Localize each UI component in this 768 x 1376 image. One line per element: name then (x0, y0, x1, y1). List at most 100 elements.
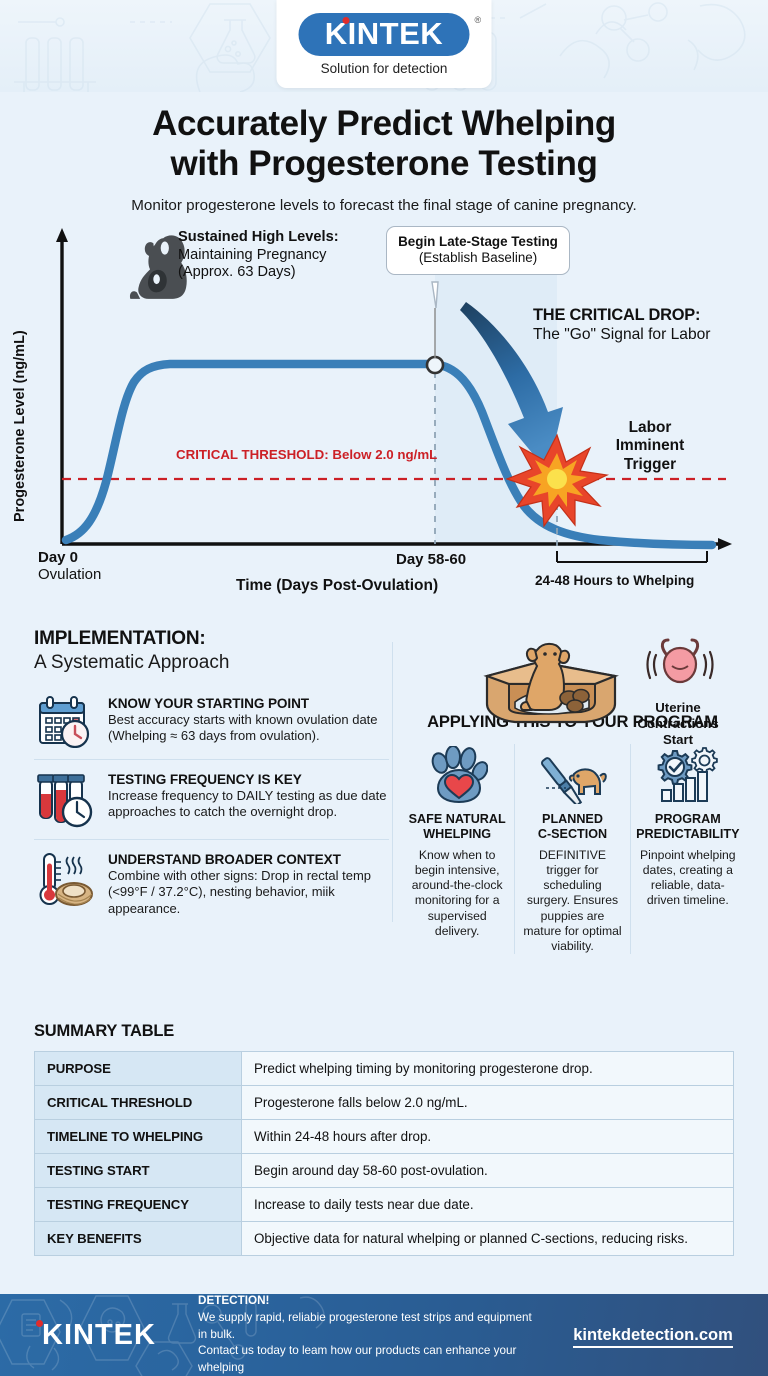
summary-table-block: SUMMARY TABLE PURPOSE Predict whelping t… (34, 1022, 734, 1256)
table-cell-key: TESTING FREQUENCY (34, 1187, 242, 1222)
header-band: KINTEK ® Solution for detection (0, 0, 768, 92)
apply-column-safe-natural-whelping: SAFE NATURAL WHELPING Know when to begin … (400, 744, 514, 954)
table-row: TESTING FREQUENCY Increase to daily test… (34, 1187, 734, 1222)
apply-column-body: Know when to begin intensive, around-the… (411, 848, 503, 938)
scalpel-puppy-icon (520, 744, 624, 806)
title-block: Accurately Predict Whelping with Progest… (0, 92, 768, 214)
column-divider (392, 641, 393, 922)
footer-copy-line3: Contact us today to leam how our product… (198, 1344, 517, 1375)
table-row: TIMELINE TO WHELPING Within 24-48 hours … (34, 1119, 734, 1154)
footer-url-link[interactable]: kintekdetection.com (538, 1325, 768, 1348)
table-cell-value: Increase to daily tests near due date. (241, 1187, 734, 1222)
apply-column-title: PLANNED C-SECTION (537, 811, 608, 841)
implementation-item-desc: Combine with other signs: Drop in rectal… (108, 867, 372, 917)
apply-column-program-predictability: PROGRAM PREDICTABILITY Pinpoint whelping … (629, 743, 745, 954)
mid-section: IMPLEMENTATION: A Systematic Approach (0, 602, 768, 987)
footer-logo: KINTEK (0, 1319, 198, 1352)
annotation-labor-trigger: Labor Imminent Trigger (615, 418, 685, 473)
implementation-item: TESTING FREQUENCY IS KEY Increase freque… (34, 760, 389, 840)
footer-copy-line2: We supply rapid, reliabie progesterone t… (198, 1310, 532, 1341)
implementation-item-desc: Increase frequency to DAILY testing as d… (108, 787, 387, 820)
progesterone-chart: Progesterone Level (ng/mL) Sustained Hig… (0, 222, 768, 602)
paw-heart-icon (405, 744, 509, 806)
summary-table-heading: SUMMARY TABLE (34, 1022, 175, 1040)
chart-x-axis-label: Time (Days Post-Ovulation) (236, 576, 439, 594)
table-row: TESTING START Begin around day 58-60 pos… (34, 1153, 734, 1188)
table-cell-key: PURPOSE (34, 1051, 242, 1086)
brand-logo-pill: KINTEK ® (298, 12, 481, 56)
footer-url-text[interactable]: kintekdetection.com (573, 1325, 733, 1348)
footer-copy: Ensure the safety of your breeding progr… (198, 1294, 538, 1376)
table-cell-key: KEY BENEFITS (34, 1221, 242, 1256)
summary-table: PURPOSE Predict whelping timing by monit… (34, 1051, 734, 1256)
table-cell-value: Within 24-48 hours after drop. (241, 1119, 734, 1154)
table-cell-key: TESTING START (34, 1153, 242, 1188)
sustained-line3: (Approx. 63 Days) (178, 264, 296, 281)
apply-column-title: PROGRAM PREDICTABILITY (636, 811, 740, 841)
calendar-clock-icon (34, 695, 96, 748)
table-cell-key: TIMELINE TO WHELPING (34, 1119, 242, 1154)
table-cell-value: Progesterone falls below 2.0 ng/mL. (241, 1085, 734, 1120)
uterus-contraction-icon (646, 638, 714, 684)
bracket-hours-to-whelping: 24-48 Hours to Whelping (535, 572, 695, 588)
implementation-item-text: TESTING FREQUENCY IS KEY Increase freque… (108, 772, 389, 828)
implementation-item-desc: Best accuracy starts with known ovulatio… (108, 711, 378, 744)
day0-label: Day 0 (38, 548, 79, 566)
page-subtitle: Monitor progesterone levels to forecast … (131, 196, 637, 214)
x-tick-day0: Day 0 Ovulation (38, 549, 101, 584)
apply-columns: SAFE NATURAL WHELPING Know when to begin … (400, 743, 745, 954)
critical-drop-title: THE CRITICAL DROP: (533, 305, 701, 324)
critical-drop-subtitle: The "Go" Signal for Labor (533, 326, 711, 344)
implementation-item: UNDERSTAND BROADER CONTEXT Combine with … (34, 840, 389, 929)
implementation-item-title: TESTING FREQUENCY IS KEY (108, 771, 302, 787)
brand-tagline: Solution for detection (320, 60, 448, 76)
callout-title: Begin Late-Stage Testing (398, 233, 558, 249)
implementation-item-text: UNDERSTAND BROADER CONTEXT Combine with … (108, 852, 389, 918)
chart-svg (56, 227, 732, 563)
footer-logo-red-dot (36, 1319, 43, 1327)
footer-watermark-pattern (0, 1295, 325, 1376)
apply-column-title: SAFE NATURAL WHELPING (408, 811, 506, 841)
page-title: Accurately Predict Whelping with Progest… (30, 104, 738, 184)
dog-silhouette-icon (129, 235, 187, 299)
page-title-line2: with Progesterone Testing (170, 143, 598, 183)
implementation-subheading: A Systematic Approach (34, 651, 230, 673)
annotation-critical-drop: THE CRITICAL DROP: The "Go" Signal for L… (533, 305, 711, 345)
footer-copy-brand: KINTEK DETECTION! (198, 1294, 270, 1307)
page-title-line1: Accurately Predict Whelping (152, 104, 616, 143)
implementation-heading: IMPLEMENTATION: (34, 627, 206, 649)
day0-sublabel: Ovulation (38, 566, 102, 584)
table-cell-value: Predict whelping timing by monitoring pr… (241, 1051, 734, 1086)
table-row: KEY BENEFITS Objective data for natural … (34, 1221, 734, 1256)
footer-brand-name: KINTEK (42, 1318, 156, 1351)
apply-block: APPLYING THIS TO YOUR PROGRAM (400, 712, 745, 954)
threshold-label: CRITICAL THRESHOLD: Below 2.0 ng/mL (176, 446, 438, 462)
table-cell-value: Objective data for natural whelping or p… (241, 1221, 734, 1256)
apply-column-planned-c-section: PLANNED C-SECTION DEFINITIVE trigger for … (514, 743, 629, 954)
x-tick-day58: Day 58-60 (396, 550, 467, 568)
implementation-item: KNOW YOUR STARTING POINT Best accuracy s… (34, 684, 389, 760)
thermometer-nest-icon (34, 852, 96, 918)
uterine-contractions-caption: Uterine Contractions Start (637, 700, 719, 747)
table-cell-value: Begin around day 58-60 post-ovulation. (241, 1153, 734, 1188)
footer-band: KINTEK Ensure the safety of your breedin… (0, 1294, 768, 1376)
table-row: CRITICAL THRESHOLD Progesterone falls be… (34, 1085, 734, 1120)
sustained-line1: Sustained High Levels: (178, 228, 339, 245)
implementation-item-title: KNOW YOUR STARTING POINT (108, 695, 310, 711)
registered-mark: ® (474, 14, 482, 25)
brand-logo-card: KINTEK ® Solution for detection (276, 0, 492, 88)
table-row: PURPOSE Predict whelping timing by monit… (34, 1051, 734, 1086)
chart-y-axis-label: Progesterone Level (ng/mL) (12, 330, 28, 522)
whelping-box-dog-icon (465, 632, 625, 737)
callout-subtitle: (Establish Baseline) (418, 249, 538, 265)
implementation-item-text: KNOW YOUR STARTING POINT Best accuracy s… (108, 696, 389, 748)
apply-column-body: Pinpoint whelping dates, creating a reli… (640, 848, 736, 908)
sustained-line2: Maintaining Pregnancy (178, 246, 327, 263)
apply-column-body: DEFINITIVE trigger for scheduling surger… (523, 848, 622, 953)
implementation-item-title: UNDERSTAND BROADER CONTEXT (108, 851, 341, 867)
callout-begin-testing: Begin Late-Stage Testing (Establish Base… (386, 225, 570, 275)
test-tubes-clock-icon (34, 772, 96, 828)
table-cell-key: CRITICAL THRESHOLD (34, 1085, 242, 1120)
implementation-block: IMPLEMENTATION: A Systematic Approach (34, 628, 389, 929)
